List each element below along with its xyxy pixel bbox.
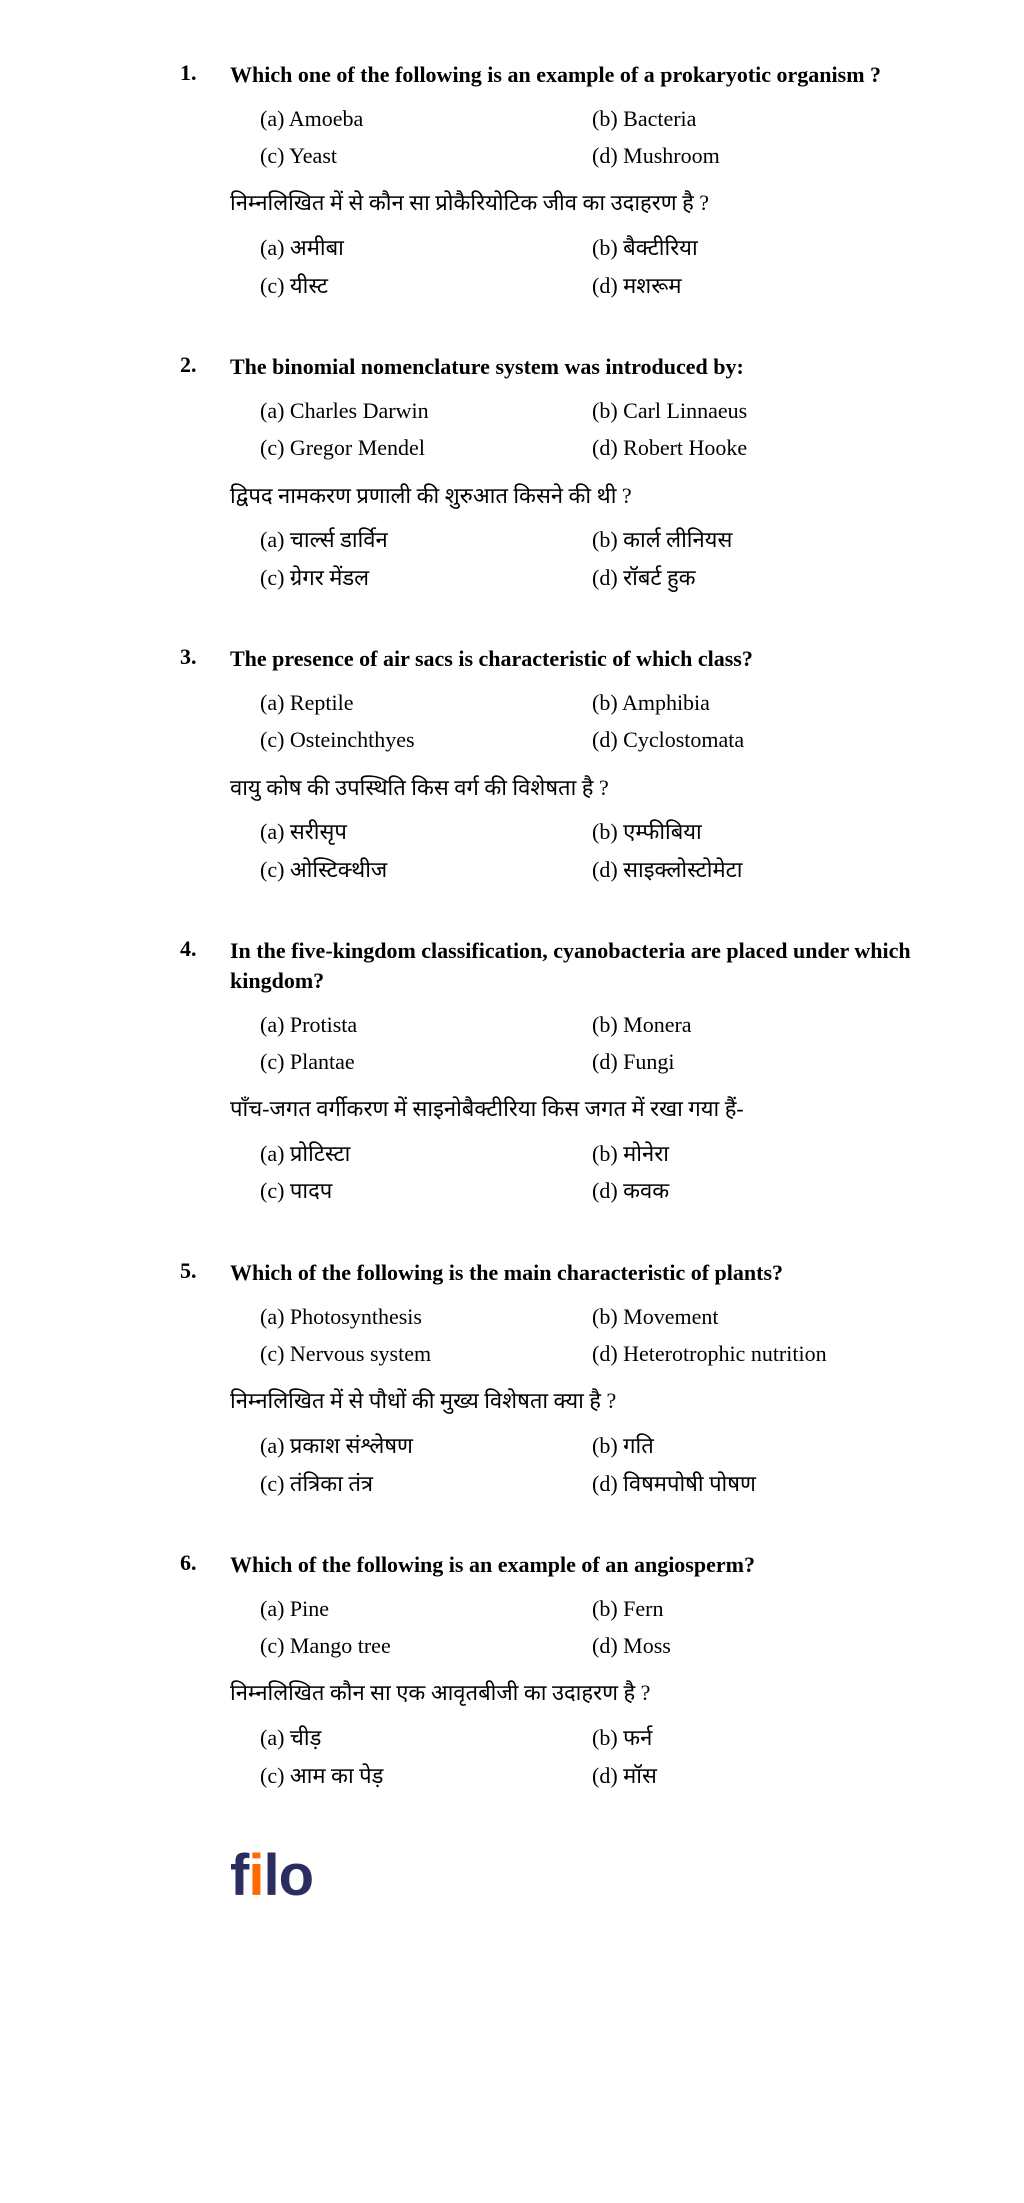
option-a-hi: (a) प्रोटिस्टा: [260, 1135, 592, 1172]
options-en: (a) Pine (b) Fern (c) Mango tree (d) Mos…: [230, 1590, 924, 1665]
options-hi: (a) चार्ल्स डार्विन (b) कार्ल लीनियस (c)…: [230, 521, 924, 596]
option-d: (d) Cyclostomata: [592, 721, 924, 758]
question-2: 2. The binomial nomenclature system was …: [180, 352, 924, 596]
question-text-en: The binomial nomenclature system was int…: [230, 352, 924, 382]
options-en: (a) Protista (b) Monera (c) Plantae (d) …: [230, 1006, 924, 1081]
option-c-hi: (c) पादप: [260, 1172, 592, 1209]
question-list: 1. Which one of the following is an exam…: [180, 60, 924, 1794]
logo-f: f: [230, 1843, 248, 1908]
option-a-hi: (a) सरीसृप: [260, 813, 592, 850]
question-text-en: Which of the following is the main chara…: [230, 1258, 924, 1288]
option-b-hi: (b) कार्ल लीनियस: [592, 521, 924, 558]
option-d-hi: (d) मॉस: [592, 1757, 924, 1794]
question-text-en: Which of the following is an example of …: [230, 1550, 924, 1580]
option-d: (d) Fungi: [592, 1043, 924, 1080]
option-d: (d) Mushroom: [592, 137, 924, 174]
question-text-en: The presence of air sacs is characterist…: [230, 644, 924, 674]
option-d-hi: (d) विषमपोषी पोषण: [592, 1465, 924, 1502]
option-b-hi: (b) गति: [592, 1427, 924, 1464]
option-d-hi: (d) साइक्लोस्टोमेटा: [592, 851, 924, 888]
question-number: 2.: [180, 352, 230, 378]
option-c: (c) Yeast: [260, 137, 592, 174]
question-number: 5.: [180, 1258, 230, 1284]
option-c: (c) Plantae: [260, 1043, 592, 1080]
option-a: (a) Protista: [260, 1006, 592, 1043]
logo-lo: lo: [263, 1843, 313, 1908]
filo-logo: filo: [230, 1842, 924, 1909]
option-a-hi: (a) प्रकाश संश्लेषण: [260, 1427, 592, 1464]
options-hi: (a) प्रकाश संश्लेषण (b) गति (c) तंत्रिका…: [230, 1427, 924, 1502]
question-text-hi: द्विपद नामकरण प्रणाली की शुरुआत किसने की…: [230, 481, 924, 512]
options-en: (a) Charles Darwin (b) Carl Linnaeus (c)…: [230, 392, 924, 467]
question-number: 4.: [180, 936, 230, 962]
question-text-hi: पाँच-जगत वर्गीकरण में साइनोबैक्टीरिया कि…: [230, 1094, 924, 1125]
question-number: 6.: [180, 1550, 230, 1576]
option-a: (a) Amoeba: [260, 100, 592, 137]
options-en: (a) Amoeba (b) Bacteria (c) Yeast (d) Mu…: [230, 100, 924, 175]
option-a-hi: (a) चार्ल्स डार्विन: [260, 521, 592, 558]
option-b-hi: (b) फर्न: [592, 1719, 924, 1756]
question-number: 1.: [180, 60, 230, 86]
options-hi: (a) अमीबा (b) बैक्टीरिया (c) यीस्ट (d) म…: [230, 229, 924, 304]
option-b: (b) Movement: [592, 1298, 924, 1335]
option-a-hi: (a) अमीबा: [260, 229, 592, 266]
question-3: 3. The presence of air sacs is character…: [180, 644, 924, 888]
question-1: 1. Which one of the following is an exam…: [180, 60, 924, 304]
option-c-hi: (c) ग्रेगर मेंडल: [260, 559, 592, 596]
option-b: (b) Bacteria: [592, 100, 924, 137]
option-a: (a) Photosynthesis: [260, 1298, 592, 1335]
option-b-hi: (b) एम्फीबिया: [592, 813, 924, 850]
option-c: (c) Osteinchthyes: [260, 721, 592, 758]
question-5: 5. Which of the following is the main ch…: [180, 1258, 924, 1502]
question-text-en: In the five-kingdom classification, cyan…: [230, 936, 924, 995]
option-d: (d) Heterotrophic nutrition: [592, 1335, 924, 1372]
option-b: (b) Fern: [592, 1590, 924, 1627]
options-en: (a) Photosynthesis (b) Movement (c) Nerv…: [230, 1298, 924, 1373]
option-d-hi: (d) कवक: [592, 1172, 924, 1209]
question-text-hi: निम्नलिखित में से कौन सा प्रोकैरियोटिक ज…: [230, 188, 924, 219]
option-a: (a) Pine: [260, 1590, 592, 1627]
question-text-hi: निम्नलिखित में से पौधों की मुख्य विशेषता…: [230, 1386, 924, 1417]
option-c-hi: (c) आम का पेड़: [260, 1757, 592, 1794]
option-b: (b) Monera: [592, 1006, 924, 1043]
option-c-hi: (c) तंत्रिका तंत्र: [260, 1465, 592, 1502]
option-b-hi: (b) मोनेरा: [592, 1135, 924, 1172]
option-b-hi: (b) बैक्टीरिया: [592, 229, 924, 266]
option-c-hi: (c) ओस्टिक्थीज: [260, 851, 592, 888]
options-en: (a) Reptile (b) Amphibia (c) Osteinchthy…: [230, 684, 924, 759]
options-hi: (a) प्रोटिस्टा (b) मोनेरा (c) पादप (d) क…: [230, 1135, 924, 1210]
option-b: (b) Amphibia: [592, 684, 924, 721]
option-a-hi: (a) चीड़: [260, 1719, 592, 1756]
option-c: (c) Mango tree: [260, 1627, 592, 1664]
option-c: (c) Gregor Mendel: [260, 429, 592, 466]
option-c-hi: (c) यीस्ट: [260, 267, 592, 304]
question-text-en: Which one of the following is an example…: [230, 60, 924, 90]
option-d: (d) Robert Hooke: [592, 429, 924, 466]
question-number: 3.: [180, 644, 230, 670]
option-a: (a) Reptile: [260, 684, 592, 721]
question-text-hi: वायु कोष की उपस्थिति किस वर्ग की विशेषता…: [230, 773, 924, 804]
question-text-hi: निम्नलिखित कौन सा एक आवृतबीजी का उदाहरण …: [230, 1678, 924, 1709]
option-b: (b) Carl Linnaeus: [592, 392, 924, 429]
options-hi: (a) चीड़ (b) फर्न (c) आम का पेड़ (d) मॉस: [230, 1719, 924, 1794]
question-4: 4. In the five-kingdom classification, c…: [180, 936, 924, 1210]
question-6: 6. Which of the following is an example …: [180, 1550, 924, 1794]
options-hi: (a) सरीसृप (b) एम्फीबिया (c) ओस्टिक्थीज …: [230, 813, 924, 888]
option-a: (a) Charles Darwin: [260, 392, 592, 429]
option-c: (c) Nervous system: [260, 1335, 592, 1372]
option-d-hi: (d) रॉबर्ट हुक: [592, 559, 924, 596]
logo-i: i: [248, 1843, 263, 1908]
option-d-hi: (d) मशरूम: [592, 267, 924, 304]
option-d: (d) Moss: [592, 1627, 924, 1664]
